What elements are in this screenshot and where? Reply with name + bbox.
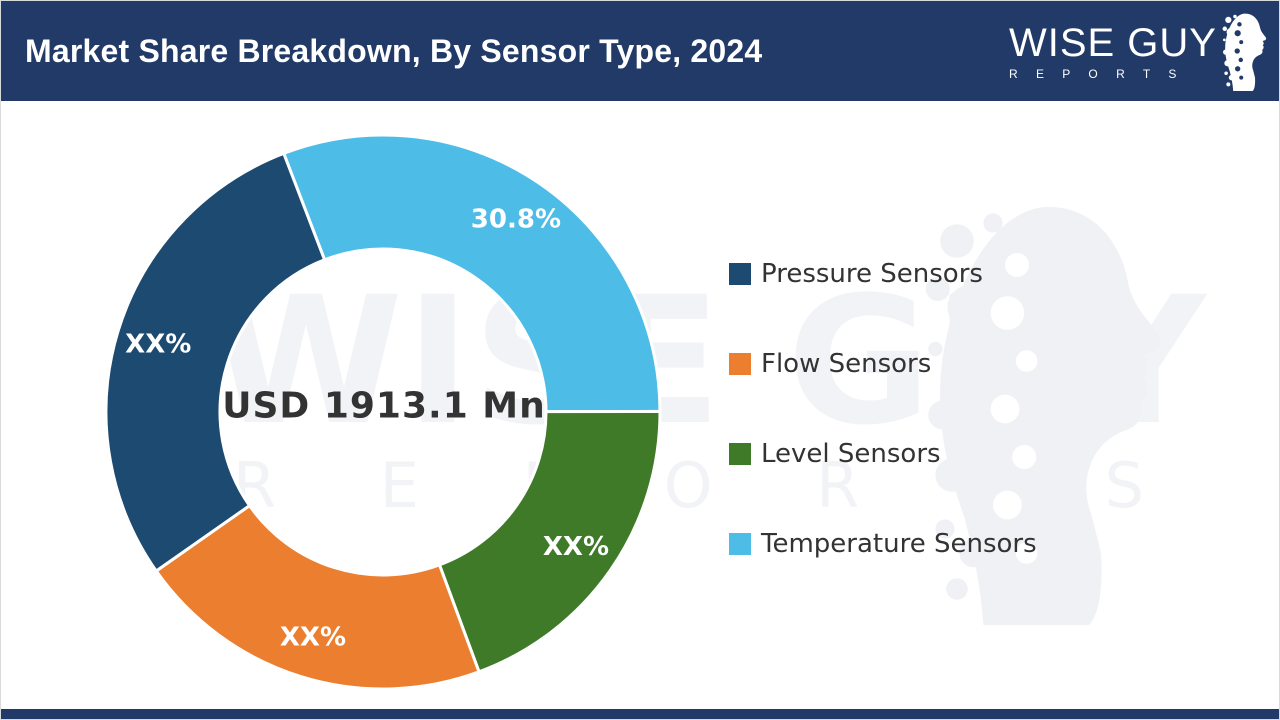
slice-value-label-temperature-sensors: 30.8%	[471, 204, 561, 234]
legend-swatch-temperature	[729, 533, 751, 555]
chart-title: Market Share Breakdown, By Sensor Type, …	[25, 32, 763, 69]
legend-label-flow: Flow Sensors	[761, 349, 932, 379]
legend-label-level: Level Sensors	[761, 439, 941, 469]
footer-bar	[1, 709, 1279, 719]
donut-segment-level-sensors	[437, 409, 662, 674]
legend-label-pressure: Pressure Sensors	[761, 259, 983, 289]
legend-label-temperature: Temperature Sensors	[761, 529, 1037, 559]
donut-chart: 30.8% XX% XX% XX%	[104, 133, 662, 691]
donut-segment-pressure-sensors	[104, 151, 327, 573]
legend-item-pressure-sensors: Pressure Sensors	[729, 259, 1037, 289]
donut-segment-flow-sensors	[154, 504, 481, 691]
logo-wordmark-sub: R E P O R T S	[1008, 66, 1184, 81]
donut-segment-temperature-sensors	[282, 133, 662, 414]
legend-item-flow-sensors: Flow Sensors	[729, 349, 1037, 379]
header-bar: Market Share Breakdown, By Sensor Type, …	[1, 1, 1279, 101]
slice-value-label-level-sensors: XX%	[543, 532, 609, 562]
slice-value-label-pressure-sensors: XX%	[125, 329, 191, 359]
legend-swatch-flow	[729, 353, 751, 375]
legend-item-level-sensors: Level Sensors	[729, 439, 1037, 469]
watermark-head-icon	[925, 206, 1162, 625]
logo-wordmark: WISE GUY R E P O R T S	[1009, 22, 1217, 81]
slice-value-label-flow-sensors: XX%	[280, 622, 346, 652]
wiseguy-logo: WISE GUY R E P O R T S	[1009, 11, 1269, 91]
logo-wordmark-main: WISE GUY	[1008, 20, 1217, 65]
chart-center-value: USD 1913.1 Mn	[222, 385, 546, 427]
legend-swatch-pressure	[729, 263, 751, 285]
logo-head-icon	[1222, 13, 1267, 91]
legend: Pressure Sensors Flow Sensors Level Sens…	[729, 259, 1037, 619]
legend-item-temperature-sensors: Temperature Sensors	[729, 529, 1037, 559]
legend-swatch-level	[729, 443, 751, 465]
